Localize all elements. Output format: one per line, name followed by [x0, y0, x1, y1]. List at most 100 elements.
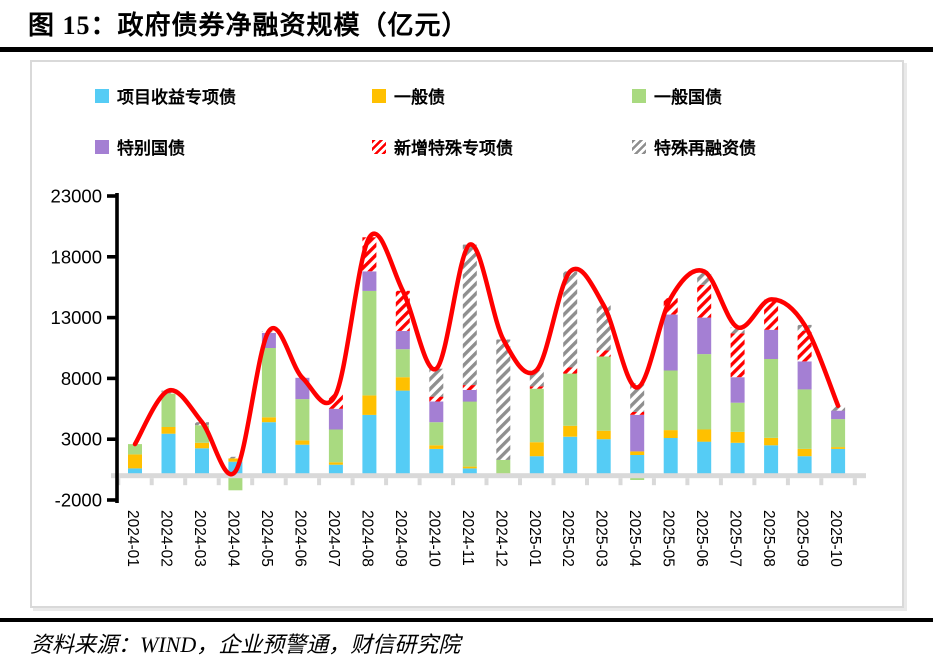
- bar-segment: [764, 358, 779, 438]
- x-axis-tick: [651, 478, 656, 486]
- y-axis-label: 23000: [51, 186, 102, 207]
- bar-segment: [228, 475, 243, 491]
- bar-segment: [697, 284, 712, 318]
- bar-segment: [563, 373, 578, 426]
- y-axis-label: -2000: [55, 490, 102, 511]
- x-axis-label: 2024-08: [358, 510, 375, 567]
- bar-segment: [797, 389, 812, 449]
- bar-segment: [295, 440, 310, 445]
- x-axis-label: 2024-03: [191, 510, 208, 567]
- x-axis-label: 2025-04: [626, 510, 643, 567]
- bar-segment: [128, 454, 142, 469]
- bar-segment: [395, 390, 410, 476]
- bar-segment: [697, 429, 712, 442]
- bar-segment: [261, 348, 276, 418]
- bar-segment: [663, 438, 678, 476]
- y-axis-label: 13000: [51, 307, 102, 328]
- bar-segment: [563, 271, 578, 368]
- x-axis-tick: [518, 478, 522, 486]
- x-axis-label: 2025-10: [827, 510, 844, 567]
- x-axis-label: 2025-02: [559, 510, 576, 567]
- x-axis-tick: [317, 478, 322, 486]
- bar-segment: [128, 468, 142, 476]
- x-axis-tick: [752, 478, 757, 486]
- x-axis-label: 2025-08: [760, 510, 777, 567]
- bar-segment: [663, 430, 678, 438]
- bar-segment: [697, 317, 712, 355]
- bar-segment: [730, 377, 745, 403]
- bar-segment: [195, 442, 209, 449]
- bar-segment: [496, 339, 511, 460]
- x-axis-label: 2025-01: [526, 510, 543, 567]
- bar-segment: [730, 442, 745, 476]
- bar-segment: [161, 427, 176, 434]
- x-axis-tick: [618, 478, 623, 486]
- bar-segment: [362, 395, 377, 415]
- bar-segment: [630, 383, 645, 412]
- x-axis-tick: [149, 478, 154, 486]
- x-axis-label: 2024-04: [224, 510, 241, 567]
- bar-segment: [462, 385, 477, 390]
- bar-segment: [630, 414, 645, 452]
- x-axis-label: 2024-01: [124, 510, 141, 567]
- figure-title: 图 15：政府债券净融资规模（亿元）: [28, 11, 469, 40]
- legend-label: 特别国债: [117, 139, 185, 158]
- y-axis-label: 18000: [51, 246, 102, 267]
- legend-swatch-gray-hatch: [632, 139, 646, 154]
- bar-segment: [697, 441, 712, 476]
- legend-label: 一般债: [394, 88, 445, 107]
- bar-segment: [831, 447, 846, 449]
- bar-segment: [328, 429, 343, 463]
- title-divider: [0, 47, 933, 52]
- bar-segment: [831, 405, 846, 411]
- x-axis-label: 2024-12: [492, 510, 509, 567]
- bar-segment: [797, 331, 812, 362]
- x-axis-tick: [183, 478, 188, 486]
- x-axis-tick: [819, 478, 824, 486]
- x-axis-label: 2025-03: [593, 510, 610, 567]
- bar-segment: [596, 350, 611, 357]
- y-axis-tick: [107, 194, 117, 198]
- legend-swatch-purple: [95, 139, 109, 154]
- bar-segment: [797, 448, 812, 457]
- bar-segment: [730, 333, 745, 378]
- x-axis-line: [111, 473, 866, 479]
- y-axis-tick: [107, 376, 117, 381]
- bar-segment: [295, 399, 310, 441]
- bar-segment: [128, 444, 142, 455]
- x-axis-tick: [585, 478, 589, 486]
- legend-label: 特殊再融资债: [654, 139, 756, 158]
- legend-label: 新增特殊专项债: [394, 139, 513, 158]
- bar-segment: [228, 458, 243, 462]
- legend-swatch-red-hatch: [372, 139, 386, 154]
- bar-segment: [228, 456, 243, 459]
- bar-segment: [596, 439, 611, 476]
- legend-item-project-revenue-special-bond: 项目收益专项债: [95, 83, 236, 108]
- bar-segment: [161, 433, 176, 476]
- y-axis-tick: [107, 498, 117, 502]
- bar-segment: [328, 408, 343, 430]
- legend-swatch-blue: [95, 88, 109, 103]
- x-axis-tick: [283, 478, 288, 486]
- x-axis-tick: [384, 478, 389, 486]
- bar-segment: [429, 368, 444, 397]
- bar-segment: [596, 356, 611, 431]
- x-axis-tick: [417, 478, 422, 486]
- bar-segment: [462, 244, 477, 385]
- x-axis-tick: [785, 478, 790, 486]
- bar-segment: [462, 390, 477, 402]
- x-axis-label: 2024-07: [325, 510, 342, 567]
- legend-swatch-orange: [372, 88, 386, 103]
- bar-segment: [797, 456, 812, 476]
- x-axis-label: 2025-09: [794, 510, 811, 567]
- bar-segment: [362, 290, 377, 396]
- bar-segment: [764, 445, 779, 476]
- bar-segment: [261, 422, 276, 476]
- legend-item-general-bond: 一般债: [372, 83, 445, 108]
- bar-segment: [395, 349, 410, 378]
- x-axis-tick: [551, 478, 556, 486]
- bar-segment: [797, 361, 812, 390]
- y-axis-tick: [107, 255, 117, 259]
- source-note: 资料来源：WIND，企业预警通，财信研究院: [30, 632, 461, 657]
- bar-segment: [395, 331, 410, 350]
